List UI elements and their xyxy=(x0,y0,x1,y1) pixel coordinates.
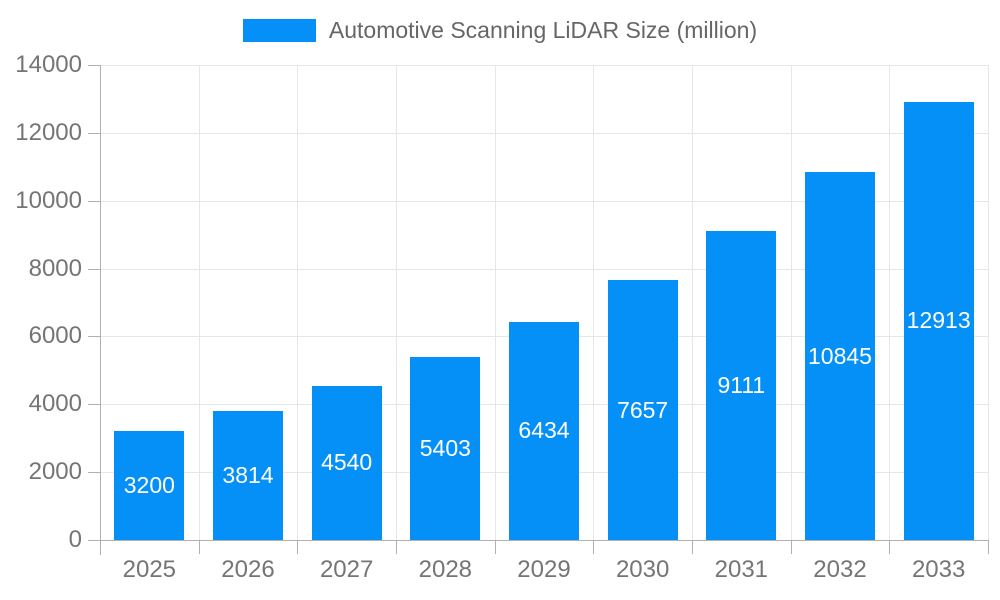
y-gridline xyxy=(100,268,988,270)
y-gridline xyxy=(100,65,988,66)
legend: Automotive Scanning LiDAR Size (million) xyxy=(0,17,1000,44)
x-gridline xyxy=(889,65,891,540)
y-axis-label: 6000 xyxy=(28,322,82,350)
y-axis-tick xyxy=(88,132,100,134)
bar-value-label: 7657 xyxy=(617,396,669,423)
y-axis-label: 14000 xyxy=(15,51,82,78)
y-axis-tick xyxy=(88,65,100,66)
y-axis-label: 4000 xyxy=(28,390,82,418)
x-axis-label-2033: 2033 xyxy=(911,556,966,583)
bar-2030: 7657 xyxy=(607,280,678,540)
x-axis-label-2031: 2031 xyxy=(714,556,769,583)
bar-2028: 5403 xyxy=(410,356,481,540)
y-axis-label: 10000 xyxy=(15,186,82,214)
bar-2027: 4540 xyxy=(311,385,382,540)
x-axis-label-2026: 2026 xyxy=(221,556,275,583)
y-axis-tick xyxy=(88,200,100,202)
x-axis-tick xyxy=(494,540,496,554)
x-gridline xyxy=(198,65,200,540)
bar-value-label: 3814 xyxy=(222,461,274,488)
y-axis-line xyxy=(100,65,101,555)
legend-label: Automotive Scanning LiDAR Size (million) xyxy=(328,17,758,43)
y-axis-label: 0 xyxy=(68,526,82,553)
bar-value-label: 10845 xyxy=(808,342,872,369)
x-axis-tick xyxy=(297,540,299,554)
x-gridline xyxy=(593,65,595,540)
y-gridline xyxy=(100,200,988,202)
y-axis-label: 2000 xyxy=(28,458,82,486)
bar-2033: 12913 xyxy=(903,101,974,540)
x-axis-tick xyxy=(790,540,792,554)
bar-value-label: 9111 xyxy=(717,371,766,398)
x-axis-tick xyxy=(889,540,891,554)
bar-2029: 6434 xyxy=(509,321,579,540)
bar-value-label: 4540 xyxy=(321,449,373,476)
bar-value-label: 6434 xyxy=(518,417,570,444)
y-axis-tick xyxy=(88,540,100,541)
y-axis-tick xyxy=(88,404,100,406)
y-axis-tick xyxy=(88,268,100,270)
y-axis-tick xyxy=(88,336,100,338)
x-gridline xyxy=(396,65,397,540)
x-axis-tick xyxy=(198,540,200,554)
x-axis-tick xyxy=(593,540,595,554)
x-axis-tick xyxy=(988,540,989,554)
x-gridline xyxy=(692,65,693,540)
x-axis-label-2025: 2025 xyxy=(122,556,177,583)
bar-value-label: 3200 xyxy=(123,472,175,499)
x-axis-label-2032: 2032 xyxy=(813,556,867,583)
bar-2032: 10845 xyxy=(805,172,875,540)
x-axis-tick xyxy=(692,540,693,554)
y-axis-label: 12000 xyxy=(15,118,82,146)
y-axis-label: 8000 xyxy=(28,254,82,282)
bar-value-label: 5403 xyxy=(419,434,471,461)
x-axis-line xyxy=(100,540,989,541)
bar-2026: 3814 xyxy=(213,410,283,540)
bar-2025: 3200 xyxy=(114,431,185,540)
bar-2031: 9111 xyxy=(706,230,777,540)
y-axis-tick xyxy=(88,472,100,474)
x-axis-label-2028: 2028 xyxy=(418,556,473,583)
x-gridline xyxy=(297,65,299,540)
bar-value-label: 12913 xyxy=(906,307,971,334)
y-gridline xyxy=(100,132,988,134)
x-axis-label-2027: 2027 xyxy=(319,556,374,583)
x-gridline xyxy=(790,65,792,540)
plot-area: 3200 3814 4540 5403 6434 7657 9111 10845 12913 xyxy=(100,65,989,540)
legend-swatch xyxy=(242,19,316,42)
x-gridline xyxy=(988,65,989,540)
x-gridline xyxy=(494,65,496,540)
x-axis-label-2030: 2030 xyxy=(615,556,670,583)
x-axis-label-2029: 2029 xyxy=(517,556,571,583)
x-axis-tick xyxy=(396,540,397,554)
